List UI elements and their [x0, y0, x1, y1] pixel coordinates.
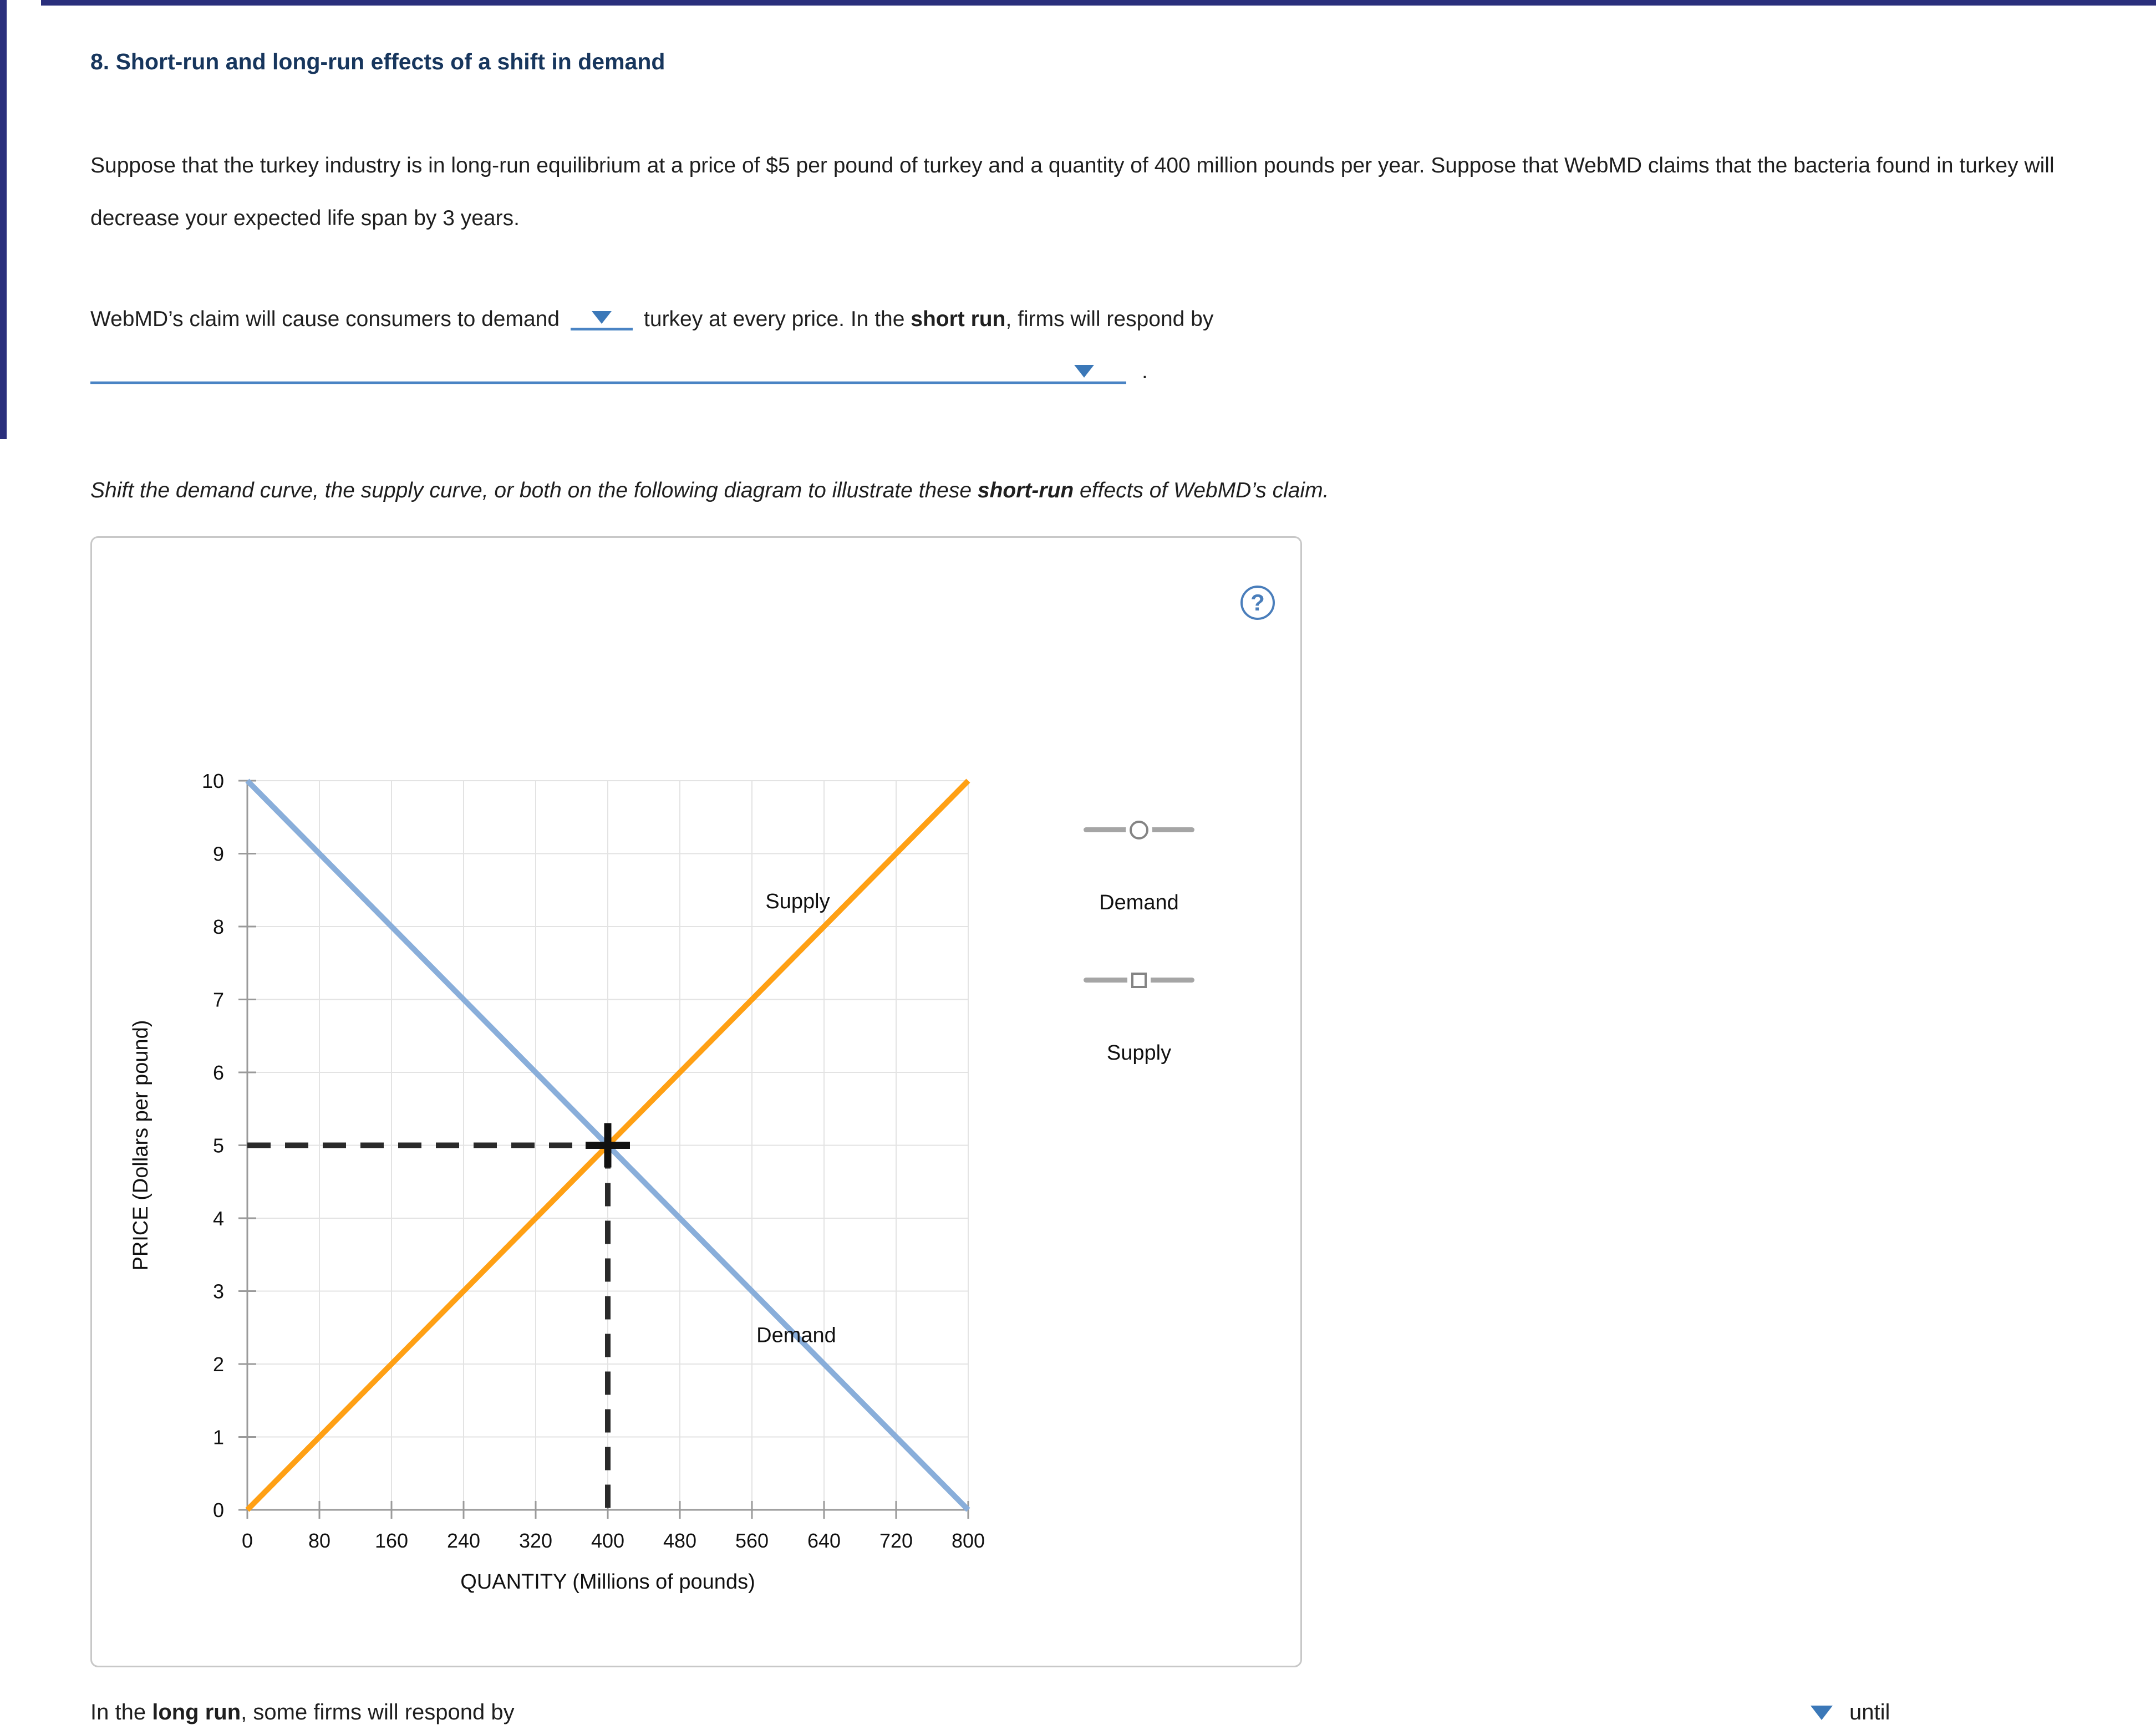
question-title: 8. Short-run and long-run effects of a s… — [90, 49, 665, 74]
short-run-response-dropdown[interactable] — [90, 359, 1126, 384]
sentence-row-1: WebMD’s claim will cause consumers to de… — [90, 302, 2112, 337]
dropdown-arrow-icon — [1074, 365, 1094, 378]
svg-text:80: 80 — [308, 1529, 330, 1552]
followup-bold-long-run: long run — [152, 1700, 241, 1724]
top-edge-bar — [41, 0, 2156, 6]
left-edge-stripe — [0, 0, 7, 439]
intro-paragraph: Suppose that the turkey industry is in l… — [90, 154, 2061, 230]
svg-text:320: 320 — [519, 1529, 552, 1552]
instruction-bold-short-run: short-run — [977, 479, 1074, 502]
svg-text:7: 7 — [213, 989, 224, 1011]
supply-curve-slider[interactable] — [1084, 968, 1194, 993]
demand-curve-slider[interactable] — [1084, 818, 1194, 842]
followup-text-1: In the — [90, 1700, 152, 1724]
sentence-text-2: turkey at every price. In the — [644, 307, 911, 331]
svg-text:PRICE (Dollars per pound): PRICE (Dollars per pound) — [129, 1020, 152, 1271]
svg-text:0: 0 — [213, 1499, 224, 1522]
legend-label-supply: Supply — [1106, 1041, 1172, 1065]
long-run-dropdown-area: until — [1811, 1700, 1890, 1725]
svg-text:640: 640 — [807, 1529, 841, 1552]
svg-text:6: 6 — [213, 1061, 224, 1084]
svg-text:0: 0 — [242, 1529, 253, 1552]
diagram-panel: ? 0 1 2 3 4 5 6 7 8 9 10 0 80 160 240 320 400 480 560 640 72… — [90, 536, 1302, 1667]
svg-text:1: 1 — [213, 1426, 224, 1449]
sentence-bold-short-run: short run — [911, 307, 1006, 331]
question-content: 8. Short-run and long-run effects of a s… — [90, 49, 2112, 1667]
svg-text:Demand: Demand — [756, 1324, 836, 1347]
fill-in-sentence: WebMD’s claim will cause consumers to de… — [90, 302, 2112, 384]
instruction-text-1: Shift the demand curve, the supply curve… — [90, 479, 978, 502]
sentence-text-3: , firms will respond by — [1005, 307, 1214, 331]
svg-text:8: 8 — [213, 915, 224, 938]
help-icon[interactable]: ? — [1240, 586, 1275, 620]
svg-text:3: 3 — [213, 1280, 224, 1303]
followup-text-2: , some firms will respond by — [241, 1700, 515, 1724]
supply-handle-square-icon[interactable] — [1131, 973, 1147, 988]
demand-direction-dropdown[interactable] — [571, 307, 633, 330]
svg-text:5: 5 — [213, 1134, 224, 1157]
shift-instruction: Shift the demand curve, the supply curve… — [90, 479, 2112, 503]
svg-text:4: 4 — [213, 1207, 224, 1230]
svg-text:Supply: Supply — [765, 890, 830, 913]
svg-text:2: 2 — [213, 1353, 224, 1376]
supply-demand-chart[interactable]: 0 1 2 3 4 5 6 7 8 9 10 0 80 160 240 320 400 480 560 640 720 8… — [109, 747, 1051, 1624]
followup-suffix: until — [1849, 1700, 1890, 1724]
svg-text:10: 10 — [202, 770, 224, 792]
legend-label-demand: Demand — [1099, 891, 1179, 914]
svg-text:400: 400 — [591, 1529, 624, 1552]
sentence-period: . — [1142, 359, 1148, 383]
svg-text:160: 160 — [375, 1529, 408, 1552]
sentence-text-1: WebMD’s claim will cause consumers to de… — [90, 307, 560, 331]
svg-text:800: 800 — [952, 1529, 985, 1552]
svg-text:720: 720 — [879, 1529, 913, 1552]
svg-text:480: 480 — [663, 1529, 696, 1552]
instruction-text-2: effects of WebMD’s claim. — [1074, 479, 1329, 502]
svg-text:240: 240 — [447, 1529, 480, 1552]
svg-text:9: 9 — [213, 843, 224, 866]
curve-legend: Demand Supply — [1084, 818, 1194, 1065]
long-run-sentence: In the long run, some firms will respond… — [90, 1700, 515, 1725]
dropdown-arrow-icon — [592, 311, 612, 324]
svg-text:560: 560 — [735, 1529, 769, 1552]
svg-text:QUANTITY (Millions of pounds): QUANTITY (Millions of pounds) — [460, 1570, 755, 1594]
dropdown-arrow-icon[interactable] — [1811, 1705, 1833, 1720]
demand-handle-circle-icon[interactable] — [1130, 821, 1148, 839]
sentence-row-2: . — [90, 359, 2112, 384]
